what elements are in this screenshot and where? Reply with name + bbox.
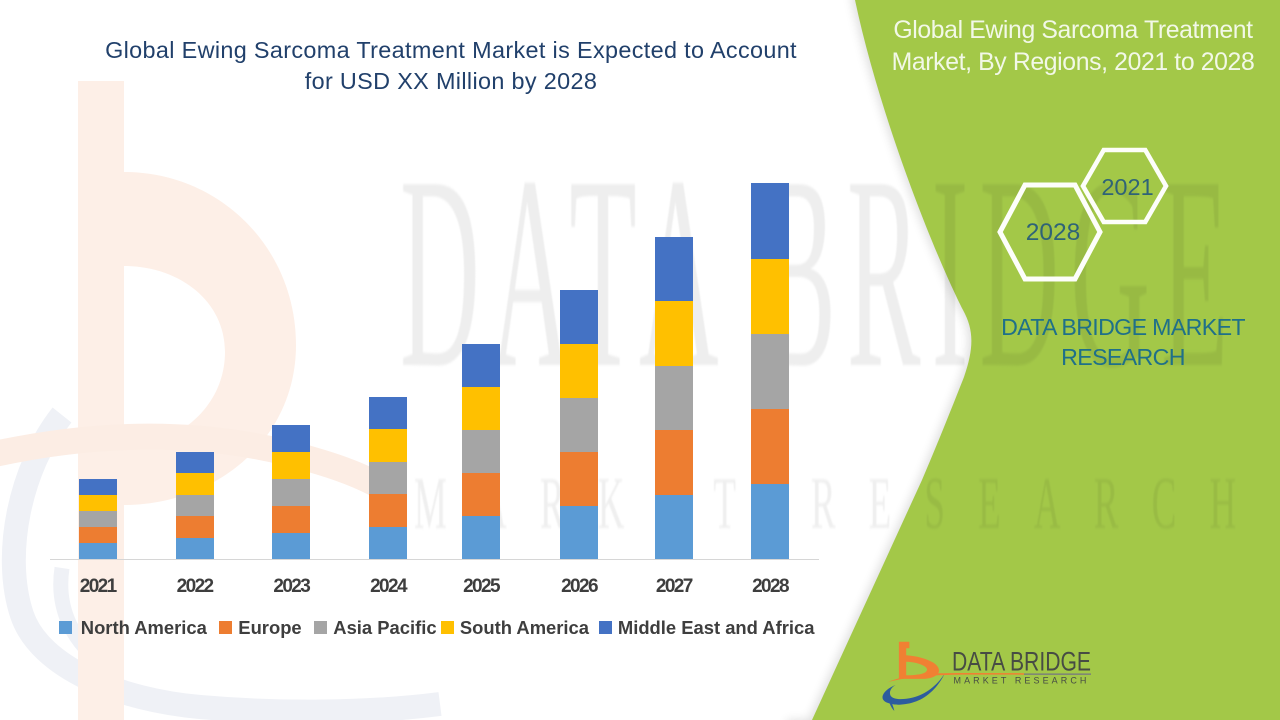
svg-text:DATA BRIDGE: DATA BRIDGE	[952, 647, 1091, 677]
svg-text:MARKET RESEARCH: MARKET RESEARCH	[954, 676, 1090, 686]
